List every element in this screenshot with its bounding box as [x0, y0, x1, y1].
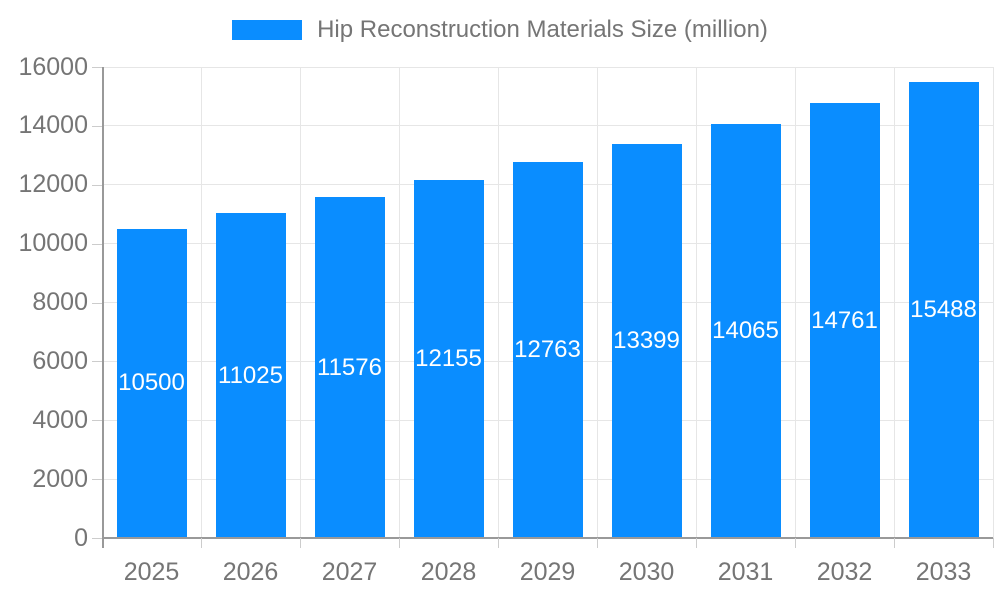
gridline-vertical — [398, 67, 400, 538]
y-tick-mark — [92, 538, 102, 539]
x-tick-mark — [398, 538, 400, 548]
gridline-vertical — [695, 67, 697, 538]
bar-2027[interactable]: 11576 — [314, 197, 385, 538]
bar-value-label: 11576 — [317, 353, 382, 381]
gridline-horizontal — [102, 66, 993, 68]
x-axis-label-2028: 2028 — [420, 558, 477, 586]
bar-value-label: 10500 — [118, 369, 185, 397]
bar-2033[interactable]: 15488 — [908, 82, 979, 538]
y-tick-label: 10000 — [18, 229, 88, 258]
x-tick-mark — [695, 538, 697, 548]
y-tick-mark — [92, 243, 102, 245]
y-tick-label: 0 — [74, 523, 88, 552]
bar-2029[interactable]: 12763 — [512, 162, 583, 538]
y-tick-label: 2000 — [32, 464, 88, 493]
y-tick-mark — [92, 479, 102, 481]
bar-value-label: 12155 — [415, 345, 482, 373]
y-tick-label: 16000 — [18, 52, 88, 81]
gridline-horizontal — [102, 125, 993, 127]
y-tick-mark — [92, 125, 102, 127]
y-tick-label: 4000 — [32, 405, 88, 434]
legend[interactable]: Hip Reconstruction Materials Size (milli… — [0, 16, 1000, 44]
y-tick-label: 6000 — [32, 346, 88, 375]
x-tick-mark — [596, 538, 598, 548]
bar-2030[interactable]: 13399 — [611, 143, 682, 538]
bar-2028[interactable]: 12155 — [413, 180, 484, 538]
bar-value-label: 13399 — [613, 326, 680, 354]
bar-value-label: 14065 — [712, 316, 779, 344]
plot-area: 10500 11025 11576 12155 12763 13399 14065 14761… — [102, 66, 994, 538]
legend-label: Hip Reconstruction Materials Size (milli… — [317, 16, 768, 43]
x-axis-label-2026: 2026 — [222, 558, 279, 586]
bar-2025[interactable]: 10500 — [116, 228, 187, 538]
x-tick-mark — [497, 538, 499, 548]
gridline-vertical — [992, 67, 994, 538]
gridline-vertical — [893, 67, 895, 538]
bar-2026[interactable]: 11025 — [215, 213, 286, 538]
bar-value-label: 12763 — [514, 336, 581, 364]
x-axis-label-2027: 2027 — [321, 558, 378, 586]
gridline-vertical — [596, 67, 598, 538]
x-axis-label-2031: 2031 — [717, 558, 774, 586]
legend-swatch-icon — [232, 20, 303, 40]
x-tick-mark — [794, 538, 796, 548]
y-tick-mark — [92, 67, 102, 68]
gridline-vertical — [200, 67, 202, 538]
gridline-vertical — [497, 67, 499, 538]
x-tick-mark — [299, 538, 301, 548]
bar-value-label: 11025 — [218, 361, 283, 389]
y-tick-label: 8000 — [32, 288, 88, 316]
bar-value-label: 14761 — [811, 306, 878, 334]
gridline-vertical — [299, 67, 301, 538]
x-tick-mark — [893, 538, 895, 548]
y-tick-mark — [92, 420, 102, 422]
x-tick-mark — [992, 538, 994, 548]
bar-2031[interactable]: 14065 — [710, 123, 781, 538]
y-tick-label: 12000 — [18, 170, 88, 199]
x-axis-label-2030: 2030 — [618, 558, 675, 586]
bar-2032[interactable]: 14761 — [809, 103, 880, 538]
x-axis-line — [102, 537, 993, 539]
x-axis-label-2025: 2025 — [123, 558, 180, 586]
x-tick-mark — [200, 538, 202, 548]
y-tick-mark — [92, 184, 102, 186]
y-tick-label: 14000 — [18, 111, 88, 140]
bar-value-label: 15488 — [910, 296, 977, 324]
y-axis-line — [102, 67, 104, 548]
y-tick-mark — [92, 361, 102, 363]
gridline-vertical — [794, 67, 796, 538]
y-tick-mark — [92, 302, 102, 304]
x-axis-label-2029: 2029 — [519, 558, 576, 586]
x-axis-label-2032: 2032 — [816, 558, 873, 586]
x-axis-label-2033: 2033 — [915, 558, 972, 586]
